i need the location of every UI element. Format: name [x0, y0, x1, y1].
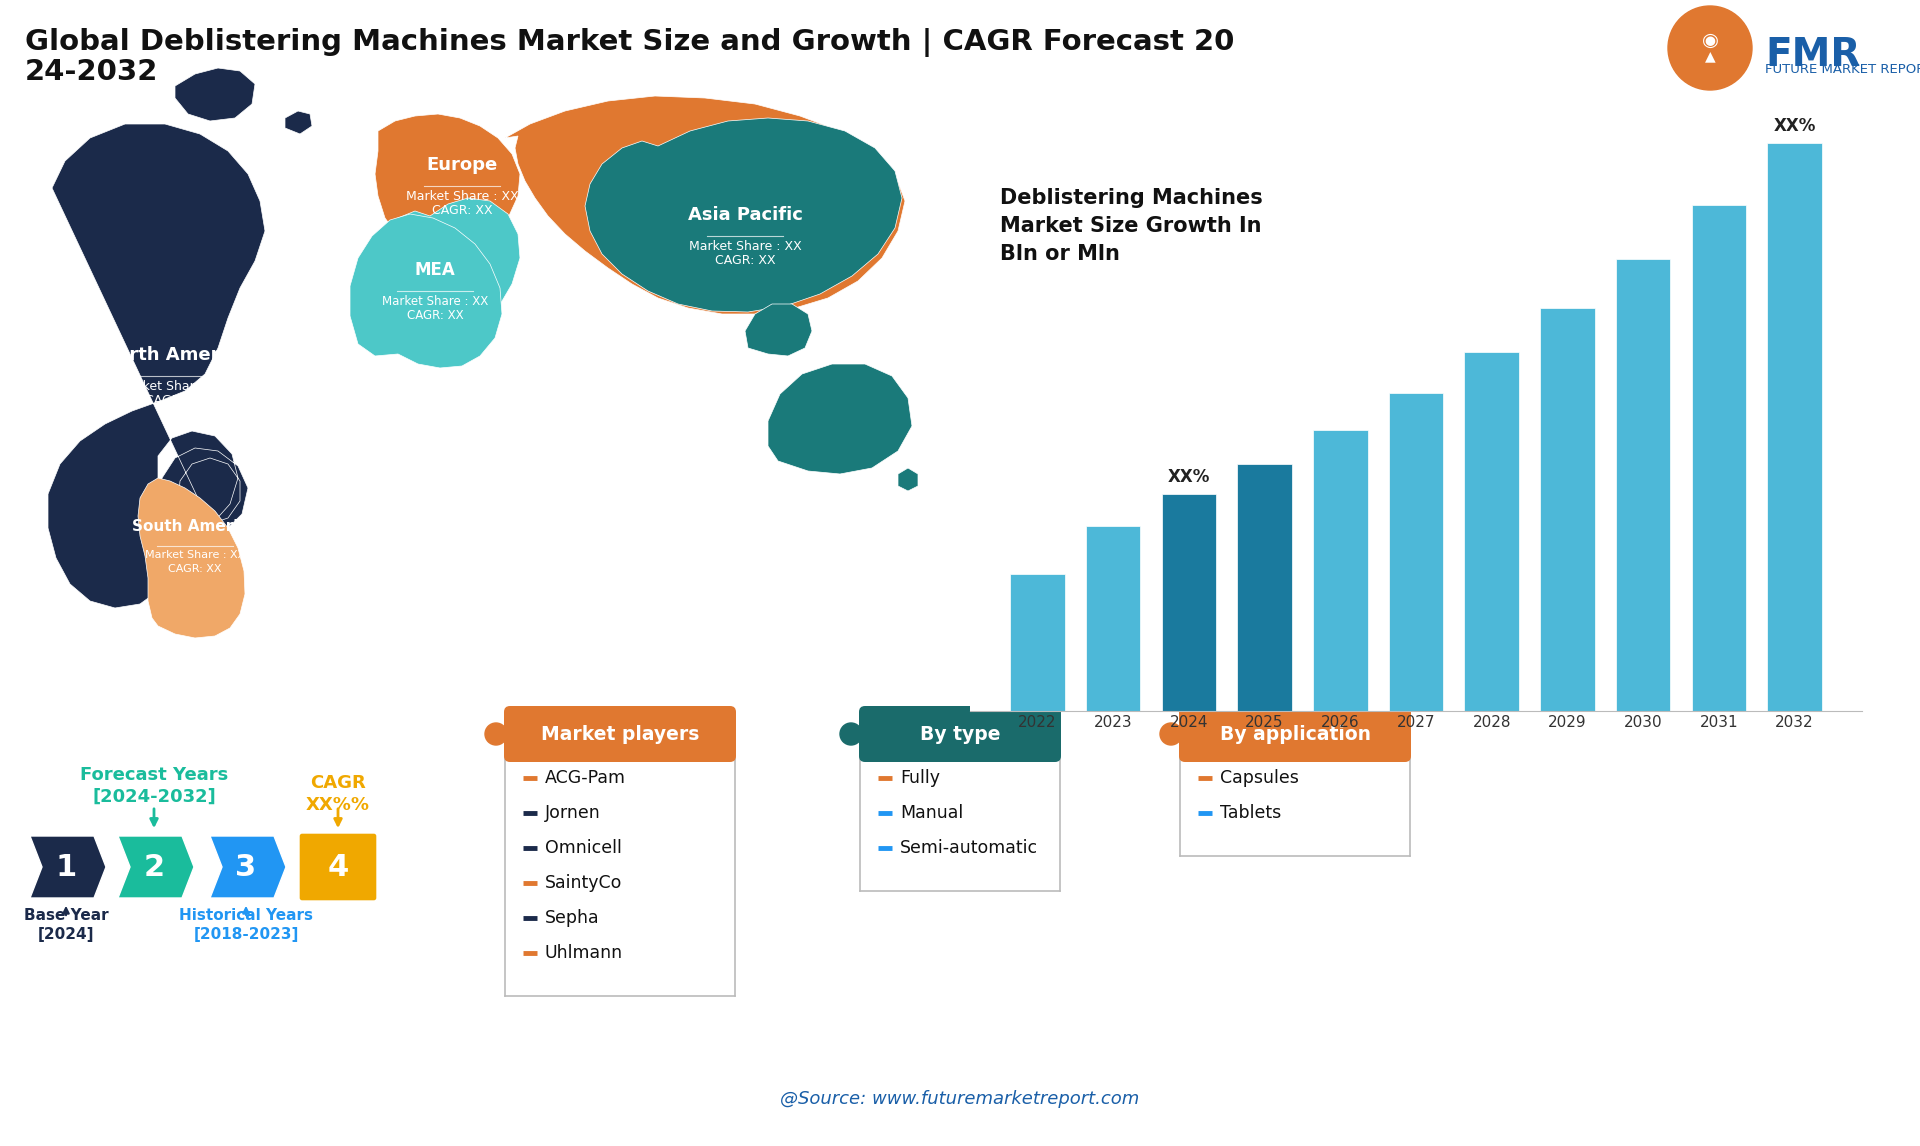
Text: FUTURE MARKET REPORT: FUTURE MARKET REPORT	[1764, 63, 1920, 76]
Text: North America: North America	[102, 346, 248, 364]
Text: CAGR: XX: CAGR: XX	[432, 204, 492, 217]
Text: CAGR
XX%%: CAGR XX%%	[305, 774, 371, 814]
Text: Market Share : XX: Market Share : XX	[144, 550, 246, 560]
FancyBboxPatch shape	[858, 706, 1062, 762]
Text: Global Deblistering Machines Market Size and Growth | CAGR Forecast 20: Global Deblistering Machines Market Size…	[25, 28, 1235, 57]
Text: Uhlmann: Uhlmann	[545, 944, 624, 961]
Text: Market Share : XX: Market Share : XX	[405, 190, 518, 203]
Text: Market Share : XX: Market Share : XX	[689, 240, 801, 253]
Circle shape	[1160, 723, 1183, 745]
FancyBboxPatch shape	[1179, 706, 1411, 762]
Bar	[1692, 204, 1745, 711]
Text: Fully: Fully	[900, 769, 941, 787]
Text: 4: 4	[328, 853, 349, 881]
Polygon shape	[349, 214, 501, 368]
Text: Europe: Europe	[426, 156, 497, 174]
Circle shape	[1668, 6, 1751, 91]
Text: South America: South America	[132, 519, 257, 534]
Text: CAGR: XX: CAGR: XX	[407, 309, 463, 322]
Bar	[1010, 574, 1066, 711]
Text: ▲: ▲	[1705, 49, 1715, 63]
Polygon shape	[209, 835, 286, 898]
Polygon shape	[745, 304, 812, 356]
Polygon shape	[374, 113, 520, 254]
Polygon shape	[369, 198, 520, 356]
Text: @Source: www.futuremarketreport.com: @Source: www.futuremarketreport.com	[780, 1090, 1140, 1108]
Text: ACG-Pam: ACG-Pam	[545, 769, 626, 787]
Bar	[1540, 308, 1596, 711]
Polygon shape	[505, 96, 904, 314]
Text: Market Share : XX: Market Share : XX	[382, 295, 488, 308]
Polygon shape	[138, 478, 246, 638]
Text: Base Year
[2024]: Base Year [2024]	[23, 908, 108, 942]
Text: Market Share : XX: Market Share : XX	[119, 380, 232, 393]
Text: CAGR: XX: CAGR: XX	[714, 254, 776, 267]
Text: Omnicell: Omnicell	[545, 839, 622, 857]
Circle shape	[486, 723, 507, 745]
Text: Historical Years
[2018-2023]: Historical Years [2018-2023]	[179, 908, 313, 942]
Text: MEA: MEA	[415, 261, 455, 278]
Text: By type: By type	[920, 724, 1000, 744]
Text: Sepha: Sepha	[545, 909, 599, 927]
Text: ◉: ◉	[1701, 31, 1718, 49]
Text: 3: 3	[236, 853, 257, 881]
Text: Manual: Manual	[900, 804, 964, 822]
Text: Capsules: Capsules	[1219, 769, 1298, 787]
Polygon shape	[768, 364, 912, 474]
Bar	[1087, 526, 1140, 711]
Bar	[1617, 259, 1670, 711]
Bar	[1313, 430, 1367, 711]
Bar	[1465, 352, 1519, 711]
Text: XX%: XX%	[1167, 469, 1210, 486]
Text: Jornen: Jornen	[545, 804, 601, 822]
Polygon shape	[48, 124, 265, 609]
Text: Deblistering Machines
Market Size Growth In
Bln or Mln: Deblistering Machines Market Size Growth…	[1000, 188, 1261, 265]
Polygon shape	[117, 835, 194, 898]
Text: 24-2032: 24-2032	[25, 58, 157, 86]
Text: FMR: FMR	[1764, 36, 1860, 74]
Text: Semi-automatic: Semi-automatic	[900, 839, 1039, 857]
Text: By application: By application	[1219, 724, 1371, 744]
Polygon shape	[31, 835, 106, 898]
Polygon shape	[586, 118, 902, 312]
Text: XX%: XX%	[1774, 117, 1816, 135]
Text: SaintyCo: SaintyCo	[545, 874, 622, 892]
Text: Market players: Market players	[541, 724, 699, 744]
Text: CAGR: XX: CAGR: XX	[169, 564, 221, 574]
FancyBboxPatch shape	[300, 833, 376, 901]
Bar	[1162, 494, 1215, 711]
Text: CAGR: XX: CAGR: XX	[144, 394, 205, 407]
FancyBboxPatch shape	[503, 706, 735, 762]
Text: 2: 2	[144, 853, 165, 881]
Polygon shape	[284, 111, 311, 134]
Bar	[1388, 393, 1444, 711]
Bar	[1236, 464, 1292, 711]
Circle shape	[841, 723, 862, 745]
Text: Forecast Years
[2024-2032]: Forecast Years [2024-2032]	[81, 766, 228, 806]
Polygon shape	[175, 68, 255, 121]
Polygon shape	[899, 468, 918, 490]
Bar	[1766, 143, 1822, 711]
Text: Asia Pacific: Asia Pacific	[687, 206, 803, 223]
Text: Tablets: Tablets	[1219, 804, 1281, 822]
Text: 1: 1	[56, 853, 77, 881]
